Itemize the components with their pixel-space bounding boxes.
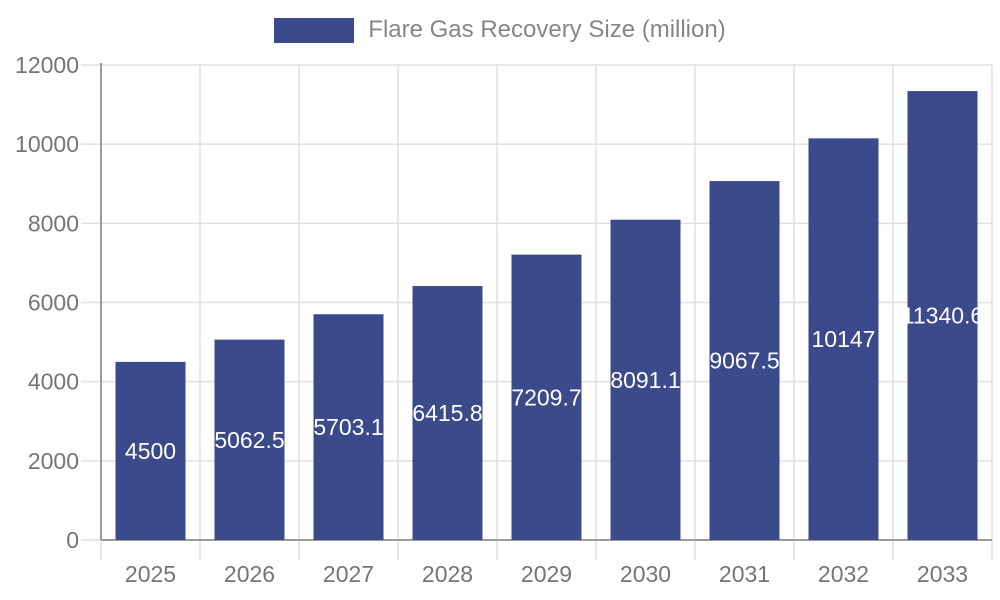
x-tick-label: 2026	[224, 561, 275, 587]
bar[interactable]	[907, 91, 978, 540]
bar-value-label: 5703.1	[313, 414, 383, 440]
y-tick-label: 0	[66, 527, 79, 553]
bar-value-label: 9067.5	[709, 348, 779, 374]
y-tick-label: 2000	[28, 448, 79, 474]
bar-value-label: 5062.5	[214, 427, 284, 453]
y-tick-label: 10000	[15, 131, 79, 157]
x-tick-label: 2030	[620, 561, 671, 587]
bar[interactable]	[610, 219, 681, 540]
bar[interactable]	[808, 138, 879, 541]
y-tick-label: 6000	[28, 290, 79, 316]
bar-value-label: 10147	[812, 326, 876, 352]
bar[interactable]	[313, 314, 384, 540]
bar[interactable]	[214, 339, 285, 540]
bar-value-label: 11340.6	[902, 303, 983, 329]
x-tick-label: 2029	[521, 561, 572, 587]
bar-value-label: 7209.7	[511, 384, 581, 410]
bar-value-label: 6415.8	[412, 400, 482, 426]
x-tick-label: 2025	[125, 561, 176, 587]
legend-item[interactable]: Flare Gas Recovery Size (million)	[0, 16, 1000, 44]
bar[interactable]	[115, 361, 186, 540]
bar-value-label: 4500	[125, 438, 176, 464]
bar-value-label: 8091.1	[610, 367, 680, 393]
legend-swatch	[274, 17, 355, 43]
y-tick-label: 8000	[28, 210, 79, 236]
x-tick-label: 2033	[917, 561, 968, 587]
y-tick-label: 4000	[28, 369, 79, 395]
y-tick-label: 12000	[15, 52, 79, 78]
bar[interactable]	[412, 286, 483, 540]
bar[interactable]	[709, 181, 780, 540]
bar[interactable]	[511, 254, 582, 541]
legend-label: Flare Gas Recovery Size (million)	[368, 16, 726, 43]
x-tick-label: 2032	[818, 561, 869, 587]
x-tick-label: 2031	[719, 561, 770, 587]
x-tick-label: 2027	[323, 561, 374, 587]
x-tick-label: 2028	[422, 561, 473, 587]
